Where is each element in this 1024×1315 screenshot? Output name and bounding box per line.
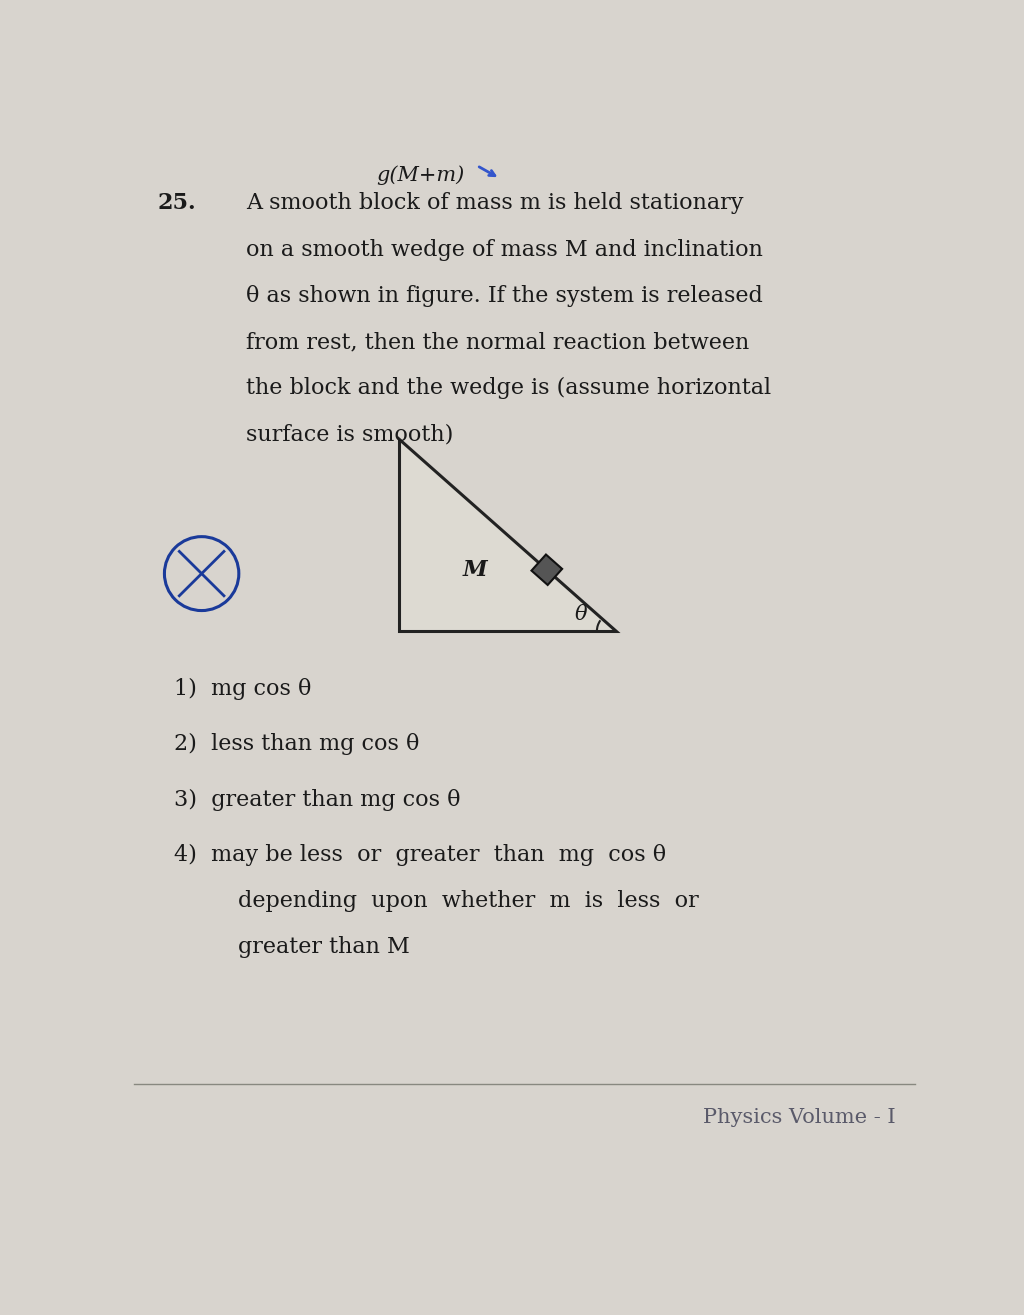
Text: 3)  greater than mg cos θ: 3) greater than mg cos θ xyxy=(174,789,461,810)
Text: g(M+m): g(M+m) xyxy=(376,166,464,185)
Text: surface is smooth): surface is smooth) xyxy=(246,423,454,446)
Text: from rest, then the normal reaction between: from rest, then the normal reaction betw… xyxy=(246,331,749,352)
Polygon shape xyxy=(399,439,616,631)
Text: 2)  less than mg cos θ: 2) less than mg cos θ xyxy=(174,732,420,755)
Text: greater than M: greater than M xyxy=(238,936,410,959)
Text: 4)  may be less  or  greater  than  mg  cos θ: 4) may be less or greater than mg cos θ xyxy=(174,844,667,867)
Text: 25.: 25. xyxy=(158,192,196,214)
Text: θ as shown in figure. If the system is released: θ as shown in figure. If the system is r… xyxy=(246,285,763,306)
Text: 1)  mg cos θ: 1) mg cos θ xyxy=(174,677,312,700)
Text: on a smooth wedge of mass M and inclination: on a smooth wedge of mass M and inclinat… xyxy=(246,238,763,260)
Text: depending  upon  whether  m  is  less  or: depending upon whether m is less or xyxy=(238,890,698,913)
Text: the block and the wedge is (assume horizontal: the block and the wedge is (assume horiz… xyxy=(246,377,771,400)
Text: A smooth block of mass m is held stationary: A smooth block of mass m is held station… xyxy=(246,192,743,214)
Text: M: M xyxy=(463,559,487,581)
Text: θ: θ xyxy=(575,605,588,623)
Text: Physics Volume - I: Physics Volume - I xyxy=(702,1109,895,1127)
Polygon shape xyxy=(531,555,562,585)
